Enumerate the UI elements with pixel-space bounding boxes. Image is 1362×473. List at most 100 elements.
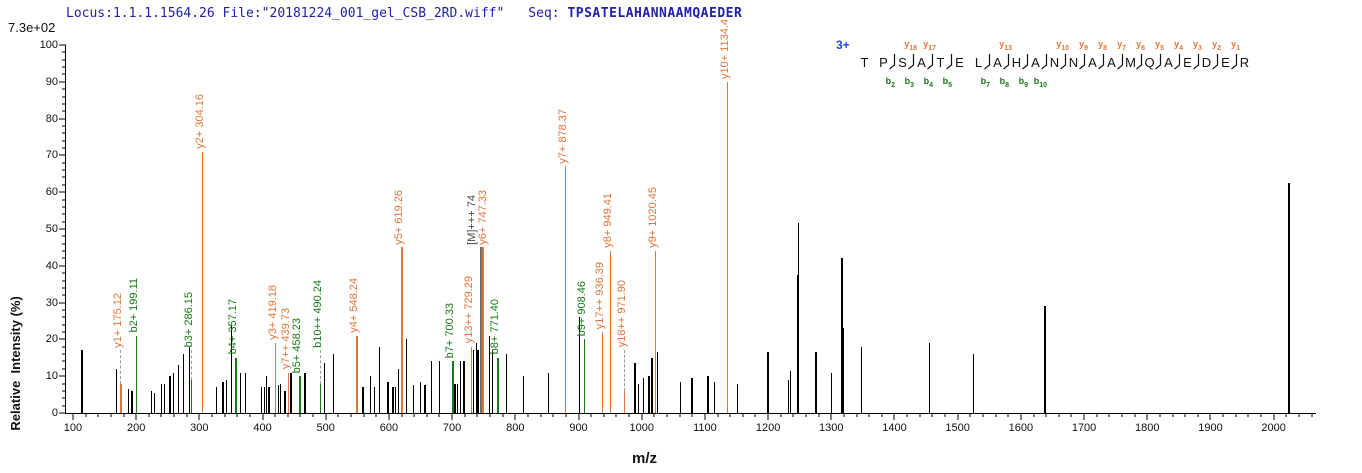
peak-stem: [505, 354, 508, 413]
peak-stem: [815, 352, 817, 413]
peak-stem-y-ion: [287, 372, 290, 413]
x-axis-minor-tick: [312, 413, 314, 417]
peak-stem: [392, 387, 394, 413]
x-axis-minor-tick: [85, 413, 87, 417]
x-axis-minor-tick: [299, 413, 301, 417]
peak-stem-y-ion: [482, 247, 484, 413]
peak-stem-y-ion: [726, 81, 729, 413]
x-axis-major-tick: [451, 413, 453, 420]
x-axis-minor-tick: [211, 413, 213, 417]
residue-letter: E: [1221, 55, 1230, 70]
residue-letter: N: [1068, 55, 1079, 70]
x-axis-minor-tick: [919, 413, 921, 417]
residue-letter: A: [1031, 55, 1040, 70]
x-axis-minor-tick: [476, 413, 478, 417]
x-tick-label: 700: [442, 422, 462, 434]
fragment-cleavage-marker: [1116, 53, 1124, 75]
x-tick-label: 100: [63, 422, 83, 434]
y-axis-minor-tick: [62, 353, 66, 355]
x-tick-label: 800: [506, 422, 525, 434]
x-axis-minor-tick: [274, 413, 276, 417]
y-axis-minor-tick: [62, 368, 66, 370]
residue-letter: S: [898, 55, 907, 70]
fragment-cleavage-marker: [1078, 53, 1086, 75]
y-axis-minor-tick: [62, 140, 66, 142]
peak-stem: [153, 392, 156, 413]
x-axis-minor-tick: [249, 413, 251, 417]
peak-stem-b-ion: [583, 339, 586, 413]
spectrum-canvas[interactable]: 100 200 300 400 500 600 700 800 900 1000 1100 1200 1…: [40, 19, 1316, 434]
peak-stem: [454, 383, 456, 413]
y-axis-major-tick: [59, 302, 66, 304]
y-tick-label: 70: [45, 149, 58, 162]
x-axis-minor-tick: [995, 413, 997, 417]
peak-stem: [244, 372, 247, 413]
peak-stem: [387, 381, 389, 413]
peak-stem: [373, 387, 376, 413]
peak-label: b5+ 458.23: [291, 317, 304, 374]
y-axis-minor-tick: [62, 206, 66, 208]
peak-stem: [472, 350, 475, 413]
x-axis-minor-tick: [401, 413, 403, 417]
y-tick-label: 0: [51, 407, 58, 419]
peak-label: b8+ 771.40: [489, 299, 502, 355]
y-axis-minor-tick: [62, 125, 66, 127]
x-axis-major-tick: [388, 413, 390, 420]
peak-label: y1+ 175.12: [112, 292, 125, 348]
x-axis-minor-tick: [527, 413, 529, 417]
x-tick-label: 1600: [1008, 422, 1034, 434]
x-axis-minor-tick: [868, 413, 870, 417]
x-tick-label: 1400: [882, 422, 907, 434]
peak-stem: [369, 376, 372, 413]
y-axis-major-tick: [59, 375, 66, 377]
fragment-cleavage-marker: [888, 53, 896, 75]
x-axis-major-tick: [262, 413, 264, 420]
x-axis-minor-tick: [1033, 413, 1035, 417]
x-tick-label: 900: [569, 422, 588, 434]
y-ion-label: y10: [1056, 39, 1069, 52]
peak-stem: [169, 376, 171, 413]
peak-stem: [177, 365, 180, 413]
x-axis-major-tick: [830, 413, 832, 420]
peak-label: b3+ 286.15: [182, 292, 195, 348]
x-axis-minor-tick: [805, 413, 807, 417]
x-tick-label: 1000: [629, 422, 654, 434]
y-axis-minor-tick: [62, 257, 66, 259]
x-axis-minor-tick: [1121, 413, 1123, 417]
residue-letter: H: [1011, 55, 1022, 70]
x-axis-minor-tick: [489, 413, 491, 417]
x-tick-label: 1300: [819, 422, 844, 434]
x-axis-title: m/z: [632, 450, 658, 467]
y-axis-minor-tick: [62, 309, 66, 311]
x-axis-major-tick: [1273, 413, 1275, 420]
peak-stem: [522, 376, 525, 413]
x-axis-minor-tick: [1058, 413, 1060, 417]
peak-label: y7++ 439.73: [279, 308, 292, 370]
x-axis-minor-tick: [717, 413, 719, 417]
residue-letter: A: [1088, 55, 1097, 70]
x-axis-major-tick: [641, 413, 643, 420]
x-axis-minor-tick: [1159, 413, 1161, 417]
peak-stem: [842, 328, 845, 413]
seq-value: TPSATELAHANNAAMQAEDER: [567, 6, 743, 21]
x-axis-minor-tick: [679, 413, 681, 417]
peak-stem-b-ion: [135, 335, 138, 413]
y-axis-minor-tick: [62, 235, 66, 237]
y-axis-minor-tick: [62, 88, 66, 90]
peak-stem: [230, 324, 233, 413]
x-axis-minor-tick: [1007, 413, 1009, 417]
residue-letter: T: [936, 55, 945, 70]
b-ion-label: b2: [885, 76, 895, 89]
y-ion-label: y1: [1231, 39, 1240, 52]
fragment-cleavage-marker: [1192, 53, 1200, 75]
peak-stem: [397, 368, 400, 413]
peak-stem-y-ion: [470, 346, 473, 413]
peak-stem: [277, 385, 280, 413]
peak-label: y17++ 936.39: [593, 261, 606, 330]
peak-label: y5+ 619.26: [393, 189, 406, 245]
x-axis-minor-tick: [1247, 413, 1249, 417]
x-axis-minor-tick: [363, 413, 365, 417]
